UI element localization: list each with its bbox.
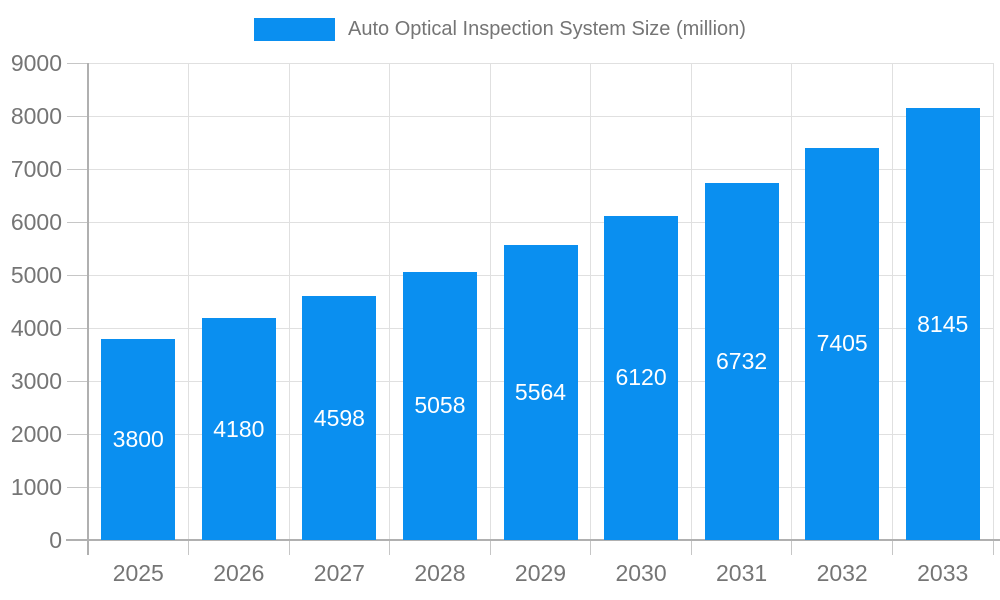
bar[interactable]: 5058 <box>402 271 477 540</box>
y-axis-label: 2000 <box>10 421 62 447</box>
x-gridline <box>791 63 793 540</box>
x-axis-label: 2028 <box>414 560 466 586</box>
bar[interactable]: 4180 <box>201 318 276 540</box>
x-gridline <box>590 63 592 540</box>
x-axis-tick <box>389 540 391 555</box>
bar-value-label: 4180 <box>213 415 265 442</box>
x-axis-tick <box>992 540 994 555</box>
x-axis-tick <box>690 540 692 555</box>
legend-label: Auto Optical Inspection System Size (mil… <box>348 18 746 40</box>
x-axis-label: 2033 <box>917 560 969 586</box>
legend-item[interactable]: Auto Optical Inspection System Size (mil… <box>0 18 1000 41</box>
x-gridline <box>188 63 190 540</box>
y-axis-label: 0 <box>49 527 62 553</box>
y-axis-tick <box>67 62 88 64</box>
x-axis-label: 2030 <box>615 560 667 586</box>
y-axis-tick <box>67 486 88 488</box>
x-gridline <box>389 63 391 540</box>
y-axis-tick <box>67 433 88 435</box>
x-axis-line <box>66 539 1000 541</box>
y-axis-tick <box>67 168 88 170</box>
y-axis-label: 7000 <box>10 156 62 182</box>
x-axis-tick <box>791 540 793 555</box>
y-axis-label: 1000 <box>10 474 62 500</box>
y-gridline <box>88 168 993 170</box>
x-axis-tick <box>891 540 893 555</box>
x-gridline <box>891 63 893 540</box>
x-gridline <box>690 63 692 540</box>
bar-value-label: 3800 <box>112 425 164 452</box>
legend-swatch <box>254 18 336 41</box>
x-gridline <box>288 63 290 540</box>
y-gridline <box>88 221 993 223</box>
y-axis-line <box>87 63 89 555</box>
plot-area: 0 1000 2000 3000 4000 5000 6000 7000 8000 9000 380… <box>11 50 1000 586</box>
x-gridline <box>489 63 491 540</box>
x-axis-tick <box>489 540 491 555</box>
bar[interactable]: 6732 <box>704 183 779 540</box>
y-axis-tick <box>67 115 88 117</box>
x-axis-tick <box>188 540 190 555</box>
x-axis-label: 2032 <box>816 560 868 586</box>
y-axis-label: 5000 <box>10 262 62 288</box>
bar-value-label: 7405 <box>816 330 868 357</box>
bar[interactable]: 5564 <box>503 245 578 540</box>
bar-value-label: 6120 <box>615 364 667 391</box>
y-axis-label: 3000 <box>10 368 62 394</box>
bar[interactable]: 6120 <box>604 215 679 540</box>
x-axis-label: 2029 <box>514 560 567 586</box>
bar-value-label: 8145 <box>917 310 969 337</box>
x-axis-label: 2031 <box>716 560 768 586</box>
bar[interactable]: 7405 <box>805 147 880 540</box>
bar[interactable]: 8145 <box>905 108 980 540</box>
x-axis-tick <box>590 540 592 555</box>
bar[interactable]: 3800 <box>101 338 176 540</box>
y-gridline <box>88 115 993 117</box>
bar-value-label: 5564 <box>514 379 567 406</box>
bar-value-label: 6732 <box>716 348 768 375</box>
y-gridline <box>88 62 993 64</box>
x-axis-label: 2027 <box>313 560 365 586</box>
y-axis-label: 6000 <box>10 209 62 235</box>
y-axis-tick <box>67 221 88 223</box>
x-axis-label: 2026 <box>213 560 265 586</box>
y-axis-tick <box>67 274 88 276</box>
bar-value-label: 4598 <box>313 404 365 431</box>
y-axis-label: 4000 <box>10 315 62 341</box>
x-axis-tick <box>288 540 290 555</box>
y-axis-label: 9000 <box>10 50 62 76</box>
x-gridline <box>992 63 994 540</box>
y-axis-tick <box>67 380 88 382</box>
y-axis-tick <box>67 327 88 329</box>
bar[interactable]: 4598 <box>302 296 377 540</box>
bar-value-label: 5058 <box>414 392 466 419</box>
x-axis-label: 2025 <box>112 560 164 586</box>
y-axis-label: 8000 <box>10 103 62 129</box>
